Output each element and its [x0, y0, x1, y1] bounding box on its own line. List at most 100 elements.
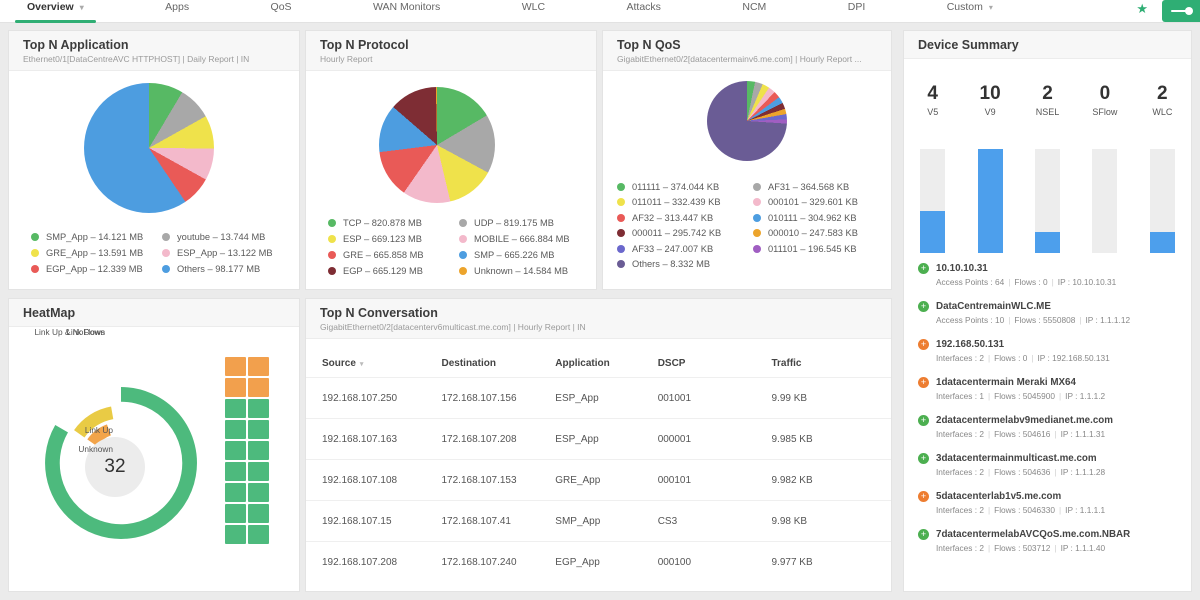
device-meta-field: IP : 1.1.1.28 [1060, 467, 1106, 477]
meta-divider: | [987, 429, 991, 439]
device-meta-field: IP : 1.1.1.40 [1060, 543, 1106, 553]
legend-label: AF31 – 364.568 KB [768, 181, 850, 192]
nav-tab-qos[interactable]: QoS [259, 0, 304, 23]
column-header-traffic[interactable]: Traffic [771, 357, 802, 369]
top-n-application-panel: Top N Application Ethernet0/1[DataCentre… [8, 30, 300, 290]
heat-cell-green[interactable] [248, 441, 269, 460]
device-list-item[interactable]: +5datacenterlab1v5.me.com Interfaces : 2 |… [918, 491, 1180, 529]
heat-cell-orange[interactable] [225, 357, 246, 376]
application-pie-chart[interactable] [84, 83, 214, 213]
device-meta: Interfaces : 2 | Flows : 0 | IP : 192.168.50… [936, 353, 1180, 363]
table-row[interactable]: 192.168.107.250 172.168.107.156 ESP_App 001… [306, 377, 891, 418]
device-meta: Access Points : 10 | Flows : 5550808 | IP : … [936, 315, 1180, 325]
heat-cell-green[interactable] [225, 462, 246, 481]
table-row[interactable]: 192.168.107.163 172.168.107.208 ESP_App 000… [306, 418, 891, 459]
heat-cell-green[interactable] [248, 462, 269, 481]
device-list-item[interactable]: +2datacentermelabv9medianet.me.com Interf… [918, 415, 1180, 453]
heat-cell-orange[interactable] [248, 378, 269, 397]
legend-item: 000010 – 247.583 KB [753, 226, 883, 242]
heat-cell-green[interactable] [225, 504, 246, 523]
table-cell: 9.99 KB [771, 392, 808, 404]
heat-cell-green[interactable] [248, 483, 269, 502]
table-cell: 172.168.107.156 [441, 392, 517, 404]
device-stat-wlc: 2 WLC [1134, 83, 1191, 117]
legend-label: UDP – 819.175 MB [474, 218, 554, 228]
heat-cell-green[interactable] [248, 399, 269, 418]
nav-tab-label: DPI [847, 1, 866, 13]
nav-tab-overview[interactable]: Overview ▾ [15, 0, 96, 23]
bar-fill[interactable] [1149, 232, 1175, 253]
device-status-icon: + [918, 377, 929, 388]
table-row[interactable]: 192.168.107.15 172.168.107.41 SMP_App CS3 9.… [306, 500, 891, 541]
meta-divider: | [1059, 391, 1062, 401]
column-header-application[interactable]: Application [555, 357, 610, 369]
device-list-item[interactable]: + DataCentremainWLC.ME Access Points : 10 |… [918, 301, 1180, 339]
table-row[interactable]: 192.168.107.108 172.168.107.153 GRE_App 000… [306, 459, 891, 500]
dashboard-settings-button[interactable] [1162, 0, 1200, 22]
heat-cell-green[interactable] [248, 420, 269, 439]
legend-item: 011111 – 374.044 KB [617, 179, 747, 195]
device-list-item[interactable]: +10.10.10.31 Access Points : 64 | Flows : 0… [918, 263, 1180, 301]
device-meta-field: Flows : 5045900 [994, 391, 1056, 401]
nav-tab-wlc[interactable]: WLC [510, 0, 557, 23]
bar-fill[interactable] [1035, 232, 1061, 253]
bar-column [1134, 149, 1191, 253]
device-list-item[interactable]: +1datacentermain Meraki MX64 Interfaces :… [918, 377, 1180, 415]
legend-item: EGP_App – 12.339 MB [31, 261, 156, 277]
nav-tab-attacks[interactable]: Attacks [615, 0, 673, 23]
qos-pie-chart[interactable] [707, 81, 787, 161]
device-name: DataCentremainWLC.ME [936, 301, 1051, 312]
device-list-item[interactable]: +3datacentermainmulticast.me.com Interfac… [918, 453, 1180, 491]
bar-track [977, 149, 1003, 253]
device-meta-field: IP : 1.1.1.31 [1060, 429, 1106, 439]
legend-color-dot [753, 213, 761, 222]
heat-cell-green[interactable] [225, 483, 246, 502]
device-meta: Interfaces : 1 | Flows : 5045900 | IP : 1.1.… [936, 391, 1180, 401]
legend-color-dot [617, 182, 625, 191]
nav-tab-dpi[interactable]: DPI [836, 0, 878, 23]
column-header-source[interactable]: Source ▾ [322, 357, 364, 369]
nav-tab-label: NCM [742, 1, 767, 13]
legend-item: UDP – 819.175 MB [459, 215, 584, 231]
device-stat-nsel: 2 NSEL [1019, 83, 1076, 117]
star-favorite-icon[interactable]: ★ [1136, 1, 1148, 16]
device-name: 3datacentermainmulticast.me.com [936, 453, 1097, 464]
heat-cell-green[interactable] [225, 420, 246, 439]
device-meta-field: IP : 1.1.1.1 [1065, 505, 1106, 515]
bar-column [1019, 149, 1076, 253]
nav-tab-custom[interactable]: Custom ▾ [935, 0, 1005, 23]
table-row[interactable]: 192.168.107.208 172.168.107.240 EGP_App 000… [306, 541, 891, 582]
nav-tab-apps[interactable]: Apps [153, 0, 201, 23]
heat-cell-orange[interactable] [248, 357, 269, 376]
device-list-item[interactable]: +7datacentermelabAVCQoS.me.com.NBAR Inter… [918, 529, 1180, 567]
nav-tab-ncm[interactable]: NCM [730, 0, 778, 23]
heat-cell-green[interactable] [248, 525, 269, 544]
meta-divider: | [987, 505, 991, 515]
legend-item: 011101 – 196.545 KB [753, 241, 883, 257]
heat-cell-green[interactable] [225, 399, 246, 418]
bar-fill[interactable] [977, 149, 1003, 253]
legend-item: ESP_App – 13.122 MB [162, 245, 287, 261]
status-donut-gauge[interactable] [23, 365, 219, 561]
heat-cell-orange[interactable] [225, 378, 246, 397]
panel-header: Top N QoS GigabitEthernet0/2[datacenterm… [603, 31, 891, 71]
bar-fill[interactable] [920, 211, 946, 253]
device-stats-row: 4 V5 10 V9 2 NSEL 0 SFlow 2 WLC [904, 83, 1191, 117]
legend-color-dot [459, 235, 467, 243]
device-status-icon: + [918, 491, 929, 502]
heat-cell-green[interactable] [225, 441, 246, 460]
device-row: +7datacentermelabAVCQoS.me.com.NBAR [918, 529, 1180, 540]
heat-cell-green[interactable] [225, 525, 246, 544]
column-header-destination[interactable]: Destination [441, 357, 496, 369]
legend-item: Others – 98.177 MB [162, 261, 287, 277]
device-list-item[interactable]: +192.168.50.131 Interfaces : 2 | Flows : 0 |… [918, 339, 1180, 377]
table-cell: 9.98 KB [771, 515, 808, 527]
nav-tab-wan-monitors[interactable]: WAN Monitors [361, 0, 452, 23]
heat-cell-green[interactable] [248, 504, 269, 523]
protocol-pie-chart[interactable] [379, 87, 495, 203]
device-meta: Interfaces : 2 | Flows : 504636 | IP : 1.1.1… [936, 467, 1180, 477]
column-header-dscp[interactable]: DSCP [657, 357, 686, 369]
legend-label: Others – 8.332 MB [632, 259, 711, 270]
table-cell: 172.168.107.208 [441, 433, 517, 445]
legend-label: 010111 – 304.962 KB [768, 212, 857, 223]
